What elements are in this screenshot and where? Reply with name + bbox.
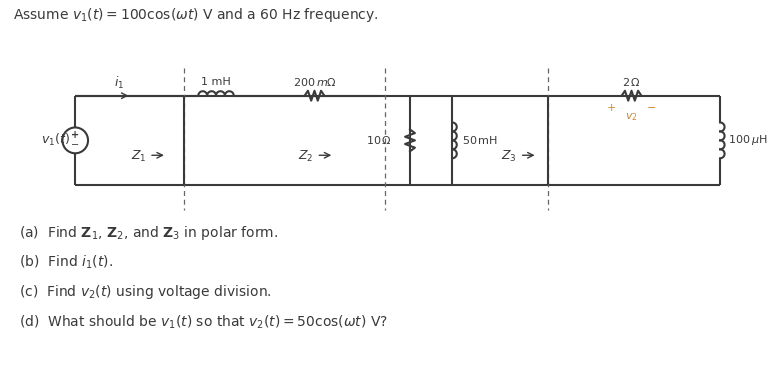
Text: (b)  Find $i_1(t)$.: (b) Find $i_1(t)$. — [19, 254, 113, 271]
Text: (c)  Find $v_2(t)$ using voltage division.: (c) Find $v_2(t)$ using voltage division… — [19, 283, 272, 301]
Text: (a)  Find $\mathbf{Z}_1$, $\mathbf{Z}_2$, and $\mathbf{Z}_3$ in polar form.: (a) Find $\mathbf{Z}_1$, $\mathbf{Z}_2$,… — [19, 224, 278, 242]
Text: $10\,\Omega$: $10\,\Omega$ — [366, 134, 392, 146]
Text: $2\,\Omega$: $2\,\Omega$ — [622, 76, 641, 88]
Text: $Z_3$: $Z_3$ — [501, 149, 517, 164]
Text: −: − — [71, 140, 79, 151]
Text: $Z_2$: $Z_2$ — [298, 149, 313, 164]
Text: +: + — [607, 103, 616, 113]
Text: $v_1(t)$: $v_1(t)$ — [41, 132, 70, 149]
Text: (d)  What should be $v_1(t)$ so that $v_2(t) = 50\cos(\omega t)$ V?: (d) What should be $v_1(t)$ so that $v_2… — [19, 313, 388, 331]
Text: 1 mH: 1 mH — [201, 77, 231, 87]
Text: Assume $v_1(t) = 100\cos(\omega t)$ V and a 60 Hz frequency.: Assume $v_1(t) = 100\cos(\omega t)$ V an… — [13, 6, 379, 24]
Text: $i_1$: $i_1$ — [114, 75, 124, 91]
Text: $200\,m\Omega$: $200\,m\Omega$ — [292, 76, 336, 88]
Text: $100\,\mu$H: $100\,\mu$H — [728, 133, 768, 147]
Text: $50\,$mH: $50\,$mH — [462, 134, 498, 146]
Text: $v_2$: $v_2$ — [625, 111, 638, 123]
Text: −: − — [646, 103, 656, 113]
Text: +: + — [71, 130, 79, 141]
Text: $Z_1$: $Z_1$ — [131, 149, 146, 164]
